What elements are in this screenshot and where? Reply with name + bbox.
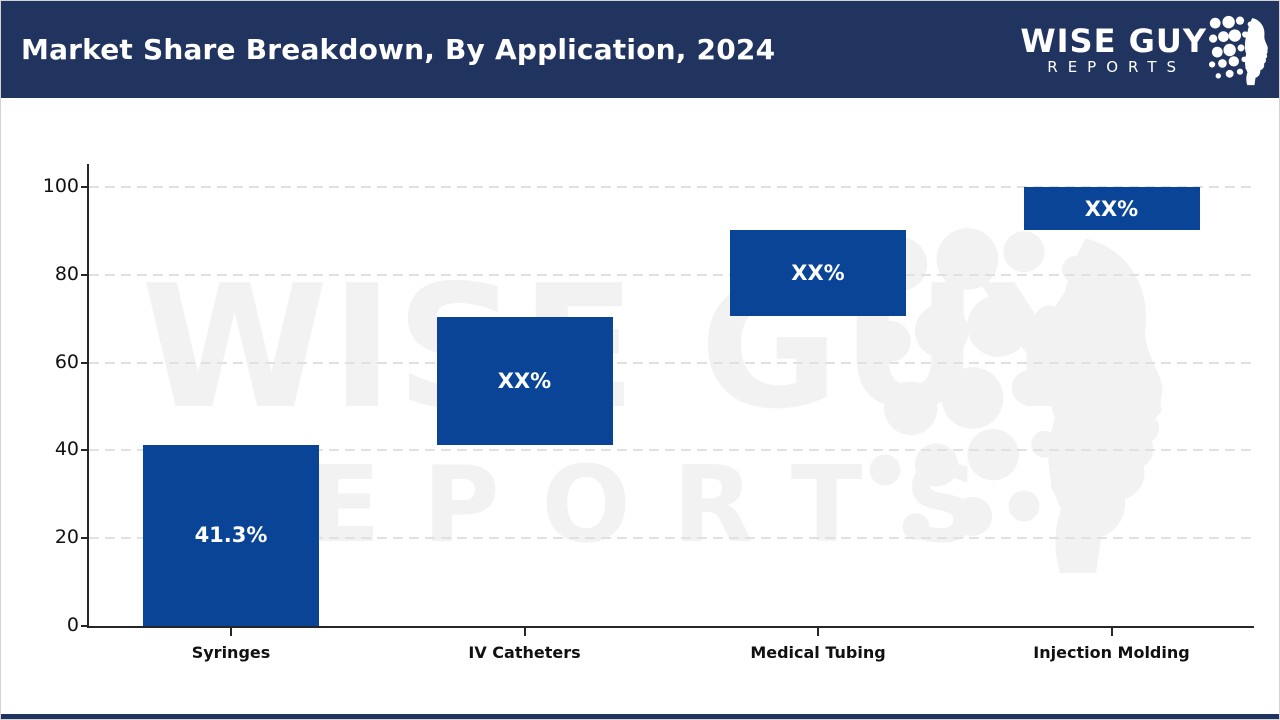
x-tick-label-medical-tubing: Medical Tubing (750, 643, 886, 662)
x-axis-line (87, 626, 1254, 628)
gridline-40 (89, 449, 1254, 452)
bar-injection-molding: XX% (1023, 187, 1200, 231)
bar-value-label-medical-tubing: XX% (791, 261, 845, 286)
y-tick-label-80: 80 (54, 262, 79, 285)
logo-head-icon (1209, 15, 1268, 86)
x-tick-mark-medical-tubing (817, 628, 819, 636)
gridline-80 (89, 273, 1254, 276)
bar-value-label-iv-catheters: XX% (497, 368, 552, 393)
y-tick-mark-20 (81, 537, 89, 540)
y-tick-mark-60 (81, 361, 89, 364)
watermark-head-icon (869, 228, 1163, 573)
y-tick-mark-100 (81, 186, 89, 188)
gridline-20 (89, 537, 1254, 540)
bar-syringes: 41.3% (143, 444, 319, 626)
x-tick-mark-injection-molding (1110, 628, 1113, 636)
x-tick-mark-syringes (230, 628, 232, 636)
y-tick-label-20: 20 (54, 526, 79, 549)
bar-value-label-injection-molding: XX% (1084, 196, 1139, 221)
header-bar: Market Share Breakdown, By Application, … (1, 1, 1279, 98)
footer-accent-bar (1, 714, 1279, 719)
chart-title: Market Share Breakdown, By Application, … (21, 33, 776, 66)
x-tick-label-iv-catheters: IV Catheters (468, 643, 581, 662)
y-tick-mark-0 (81, 625, 89, 627)
wise-guy-logo: WISE GUY REPORTS (1020, 9, 1271, 91)
y-tick-label-100: 100 (42, 175, 79, 197)
logo-reports-text: REPORTS (1047, 57, 1187, 76)
bar-iv-catheters: XX% (436, 316, 613, 445)
y-tick-label-60: 60 (54, 350, 79, 373)
y-tick-label-40: 40 (54, 438, 79, 461)
bar-medical-tubing: XX% (730, 230, 906, 317)
gridline-60 (89, 361, 1254, 364)
x-tick-label-injection-molding: Injection Molding (1033, 643, 1190, 662)
x-tick-mark-iv-catheters (523, 628, 526, 636)
logo-wordmark: WISE GUY REPORTS (1020, 21, 1207, 76)
y-axis-line (87, 164, 89, 628)
chart-plot-area: 0 20 40 60 80 100 41.3% Syringes XX% IV Catheters… (1, 98, 1279, 716)
y-tick-label-0: 0 (66, 614, 79, 636)
bar-value-label-syringes: 41.3% (194, 523, 268, 548)
logo-wise-guy-text: WISE GUY (1020, 21, 1207, 60)
y-tick-mark-80 (81, 273, 89, 276)
x-tick-label-syringes: Syringes (191, 643, 271, 662)
y-tick-mark-40 (81, 449, 89, 452)
gridline-100 (89, 186, 1254, 188)
